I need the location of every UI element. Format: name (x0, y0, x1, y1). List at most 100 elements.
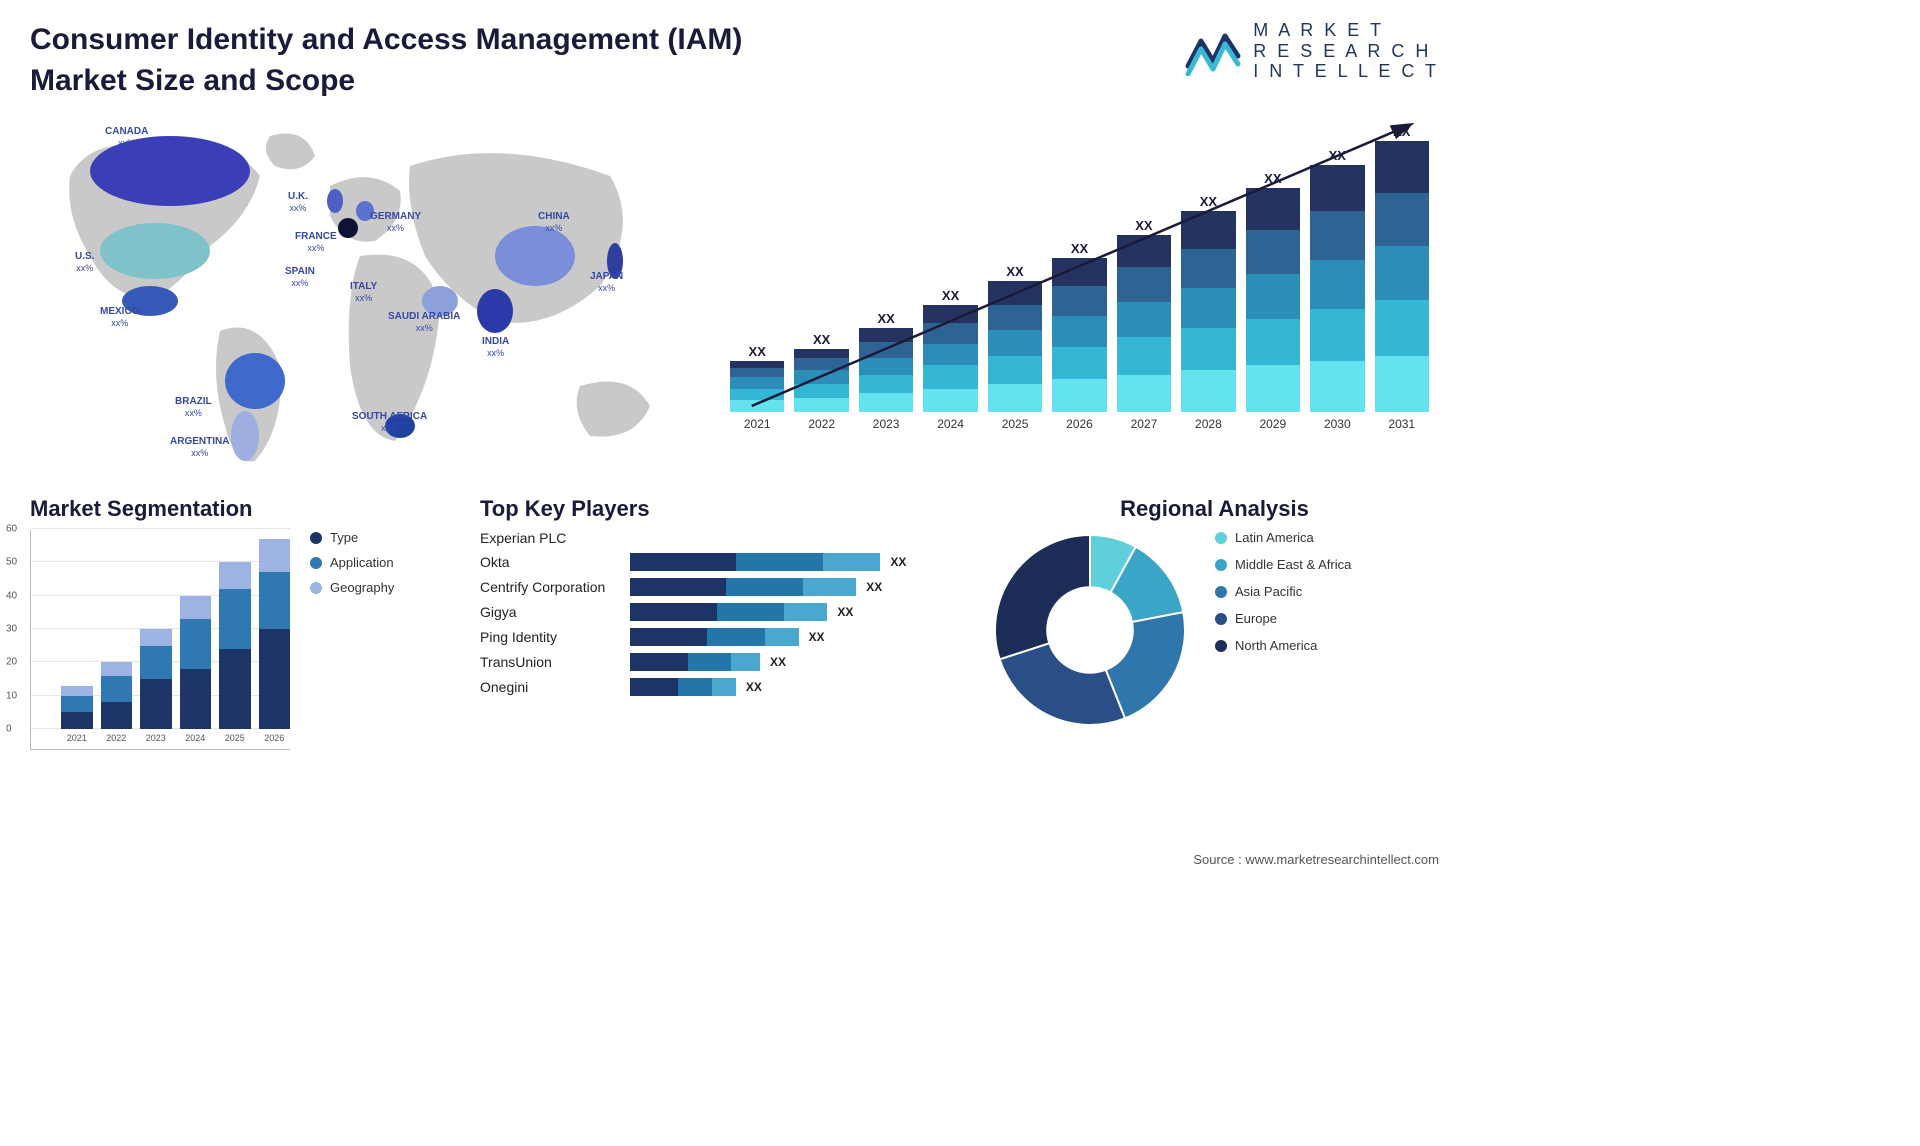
player-row: Experian PLC (480, 530, 960, 546)
player-name: Onegini (480, 679, 630, 695)
map-label-china: CHINAxx% (538, 211, 570, 235)
regional-legend-item: Middle East & Africa (1215, 557, 1351, 572)
forecast-bar: XX 2022 (794, 332, 848, 431)
player-value: XX (746, 680, 762, 694)
forecast-bar-value: XX (1071, 241, 1088, 256)
forecast-bar-value: XX (1006, 264, 1023, 279)
brand-logo: M A R K E T R E S E A R C H I N T E L L … (1183, 20, 1439, 82)
seg-legend-item: Application (310, 555, 394, 570)
forecast-bar-value: XX (1264, 171, 1281, 186)
forecast-year-label: 2023 (873, 417, 900, 431)
map-label-south-africa: SOUTH AFRICAxx% (352, 411, 427, 435)
logo-line3: I N T E L L E C T (1253, 61, 1439, 82)
forecast-year-label: 2028 (1195, 417, 1222, 431)
map-label-italy: ITALYxx% (350, 281, 377, 305)
player-value: XX (890, 555, 906, 569)
forecast-year-label: 2030 (1324, 417, 1351, 431)
forecast-year-label: 2025 (1002, 417, 1029, 431)
forecast-bar: XX 2030 (1310, 148, 1364, 431)
regional-legend-item: Latin America (1215, 530, 1351, 545)
forecast-year-label: 2024 (937, 417, 964, 431)
source-text: Source : www.marketresearchintellect.com (1193, 852, 1439, 867)
map-label-argentina: ARGENTINAxx% (170, 436, 229, 460)
map-label-germany: GERMANYxx% (370, 211, 421, 235)
regional-legend: Latin America Middle East & Africa Asia Pa… (1215, 530, 1351, 665)
player-name: Gigya (480, 604, 630, 620)
map-label-france: FRANCExx% (295, 231, 337, 255)
player-name: Okta (480, 554, 630, 570)
regional-legend-item: North America (1215, 638, 1351, 653)
forecast-bar-value: XX (1329, 148, 1346, 163)
player-row: Gigya XX (480, 603, 960, 621)
seg-bar: 2024 (180, 596, 212, 729)
seg-bar: 2022 (101, 662, 133, 729)
regional-legend-item: Asia Pacific (1215, 584, 1351, 599)
donut-slice (995, 535, 1090, 659)
player-row: Okta XX (480, 553, 960, 571)
forecast-bar-value: XX (942, 288, 959, 303)
forecast-bar-value: XX (813, 332, 830, 347)
forecast-year-label: 2026 (1066, 417, 1093, 431)
player-name: Centrify Corporation (480, 579, 630, 595)
map-label-u.k.: U.K.xx% (288, 191, 308, 215)
map-label-spain: SPAINxx% (285, 266, 315, 290)
player-row: Centrify Corporation XX (480, 578, 960, 596)
regional-legend-item: Europe (1215, 611, 1351, 626)
forecast-bar: XX 2021 (730, 344, 784, 431)
map-label-u.s.: U.S.xx% (75, 251, 94, 275)
player-value: XX (770, 655, 786, 669)
forecast-bar: XX 2027 (1117, 218, 1171, 431)
forecast-bar-value: XX (749, 344, 766, 359)
forecast-year-label: 2022 (808, 417, 835, 431)
regional-title: Regional Analysis (990, 496, 1439, 522)
logo-line2: R E S E A R C H (1253, 41, 1439, 62)
forecast-bar-value: XX (1200, 194, 1217, 209)
seg-bar: 2021 (61, 686, 93, 729)
forecast-year-label: 2027 (1131, 417, 1158, 431)
player-name: TransUnion (480, 654, 630, 670)
map-label-mexico: MEXICOxx% (100, 306, 139, 330)
forecast-chart: XX 2021 XX 2022 XX 2023 XX 2024 XX 2025 XX 2026 XX 20… (720, 106, 1439, 456)
players-title: Top Key Players (480, 496, 960, 522)
forecast-bar: XX 2024 (923, 288, 977, 431)
forecast-year-label: 2029 (1260, 417, 1287, 431)
seg-bar: 2025 (219, 562, 251, 729)
seg-bar: 2023 (140, 629, 172, 729)
forecast-bar-value: XX (877, 311, 894, 326)
player-value: XX (866, 580, 882, 594)
forecast-bar: XX 2028 (1181, 194, 1235, 431)
player-row: Ping Identity XX (480, 628, 960, 646)
regional-donut (990, 530, 1190, 730)
forecast-bar-value: XX (1135, 218, 1152, 233)
forecast-bar: XX 2031 (1375, 124, 1429, 431)
forecast-bar: XX 2029 (1246, 171, 1300, 431)
player-name: Ping Identity (480, 629, 630, 645)
seg-bar: 2026 (259, 539, 291, 729)
map-label-saudi-arabia: SAUDI ARABIAxx% (388, 311, 460, 335)
player-value: XX (837, 605, 853, 619)
segmentation-legend: Type Application Geography (310, 530, 394, 750)
map-label-japan: JAPANxx% (590, 271, 623, 295)
forecast-bar: XX 2025 (988, 264, 1042, 431)
segmentation-chart: 0102030405060202120222023202420252026 (30, 530, 290, 750)
players-chart: Experian PLC Okta XX Centrify Corporation XX… (480, 530, 960, 696)
forecast-year-label: 2031 (1388, 417, 1415, 431)
forecast-bar-value: XX (1393, 124, 1410, 139)
logo-line1: M A R K E T (1253, 20, 1439, 41)
page-title: Consumer Identity and Access Management … (30, 20, 830, 101)
forecast-bar: XX 2026 (1052, 241, 1106, 431)
world-map: CANADAxx% U.S.xx% MEXICOxx% BRAZILxx% ARGENT… (30, 106, 680, 481)
map-label-india: INDIAxx% (482, 336, 509, 360)
seg-legend-item: Geography (310, 580, 394, 595)
donut-slice (1000, 643, 1125, 725)
player-row: TransUnion XX (480, 653, 960, 671)
forecast-year-label: 2021 (744, 417, 771, 431)
seg-legend-item: Type (310, 530, 394, 545)
map-label-brazil: BRAZILxx% (175, 396, 212, 420)
segmentation-title: Market Segmentation (30, 496, 450, 522)
map-label-canada: CANADAxx% (105, 126, 148, 150)
player-row: Onegini XX (480, 678, 960, 696)
forecast-bar: XX 2023 (859, 311, 913, 431)
player-value: XX (809, 630, 825, 644)
player-name: Experian PLC (480, 530, 630, 546)
